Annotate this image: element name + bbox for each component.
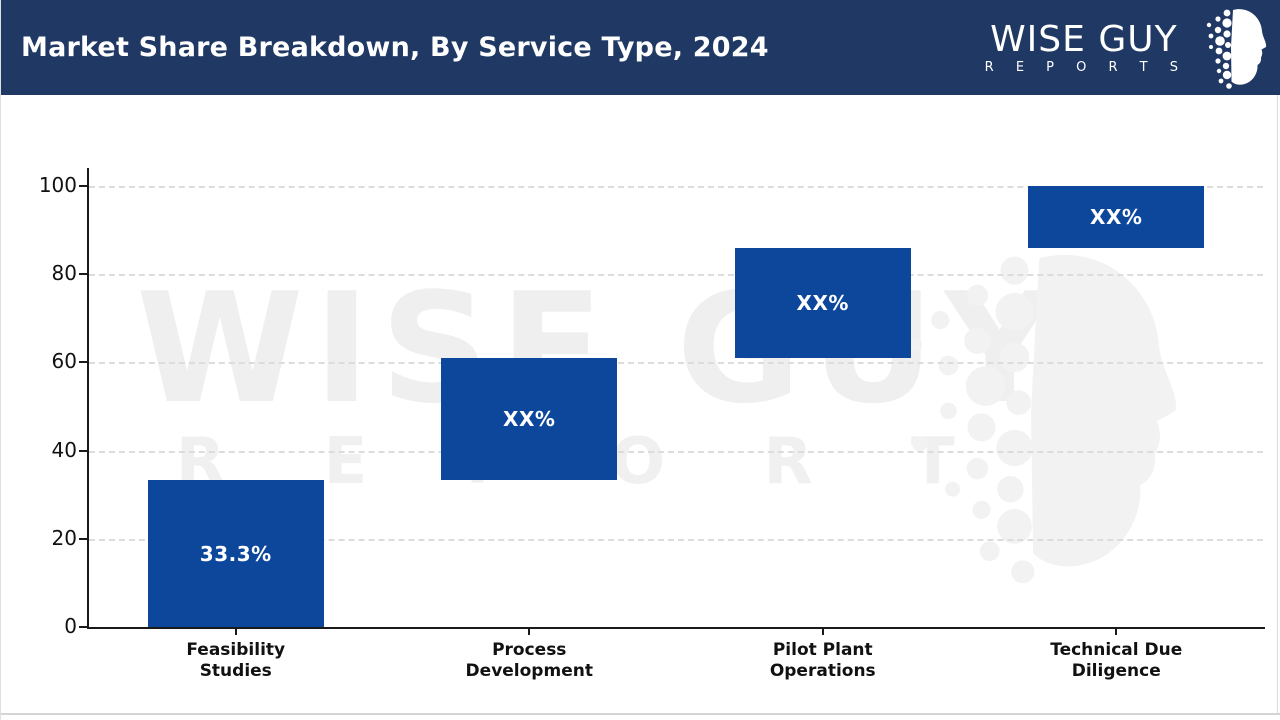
bar-pilot-plant-operations: XX% — [734, 247, 911, 358]
x-category-label: Feasibility Studies — [186, 640, 286, 681]
y-axis-line — [87, 168, 89, 629]
x-tick — [821, 629, 824, 635]
right-rule — [1277, 95, 1278, 714]
chart-canvas: WISE GUY R E P O R T S 0 20 40 60 80 100 33.3%… — [1, 95, 1280, 715]
watermark-head-icon — [908, 254, 1176, 584]
y-tick-label: 40 — [51, 437, 77, 462]
bar-value-label: XX% — [503, 406, 556, 431]
y-tick — [79, 361, 87, 364]
gridline — [89, 450, 1263, 453]
gridline — [89, 362, 1263, 365]
y-tick-label: 80 — [51, 261, 77, 286]
x-category-label: Pilot Plant Operations — [769, 640, 876, 681]
bar-value-label: XX% — [1090, 204, 1143, 229]
x-category-label: Technical Due Diligence — [1050, 640, 1183, 681]
bar-value-label: XX% — [796, 290, 849, 315]
x-tick — [234, 629, 237, 635]
bar-feasibility-studies: 33.3% — [147, 480, 324, 627]
x-tick — [1115, 629, 1118, 635]
chart-title: Market Share Breakdown, By Service Type,… — [21, 32, 769, 63]
gridline — [89, 538, 1263, 541]
y-tick-label: 100 — [38, 173, 77, 197]
y-tick-label: 0 — [64, 614, 77, 638]
y-tick — [79, 185, 87, 187]
wise-guy-logo: WISE GUY R E P O R T S — [981, 3, 1280, 93]
bar-process-development: XX% — [441, 357, 618, 481]
y-tick-label: 20 — [51, 525, 77, 550]
x-tick — [528, 629, 531, 635]
x-axis-line — [87, 627, 1265, 629]
logo-head-icon — [1206, 8, 1267, 89]
y-tick-label: 60 — [51, 349, 77, 374]
bar-value-label: 33.3% — [199, 541, 272, 566]
bottom-rule — [1, 713, 1280, 715]
y-tick — [79, 626, 87, 628]
y-tick — [79, 449, 87, 452]
y-tick — [79, 537, 87, 540]
x-category-label: Process Development — [465, 640, 593, 681]
logo-subtitle: R E P O R T S — [984, 59, 1187, 75]
gridline — [89, 186, 1263, 188]
logo-wordmark: WISE GUY — [990, 18, 1178, 60]
y-tick — [79, 273, 87, 276]
gridline — [89, 274, 1263, 277]
bar-technical-due-diligence: XX% — [1028, 186, 1205, 248]
header-bar: Market Share Breakdown, By Service Type,… — [1, 0, 1280, 95]
watermark-subtitle: R E P O R T S — [176, 425, 1138, 499]
logo-text: WISE GUY R E P O R T S — [981, 18, 1187, 75]
